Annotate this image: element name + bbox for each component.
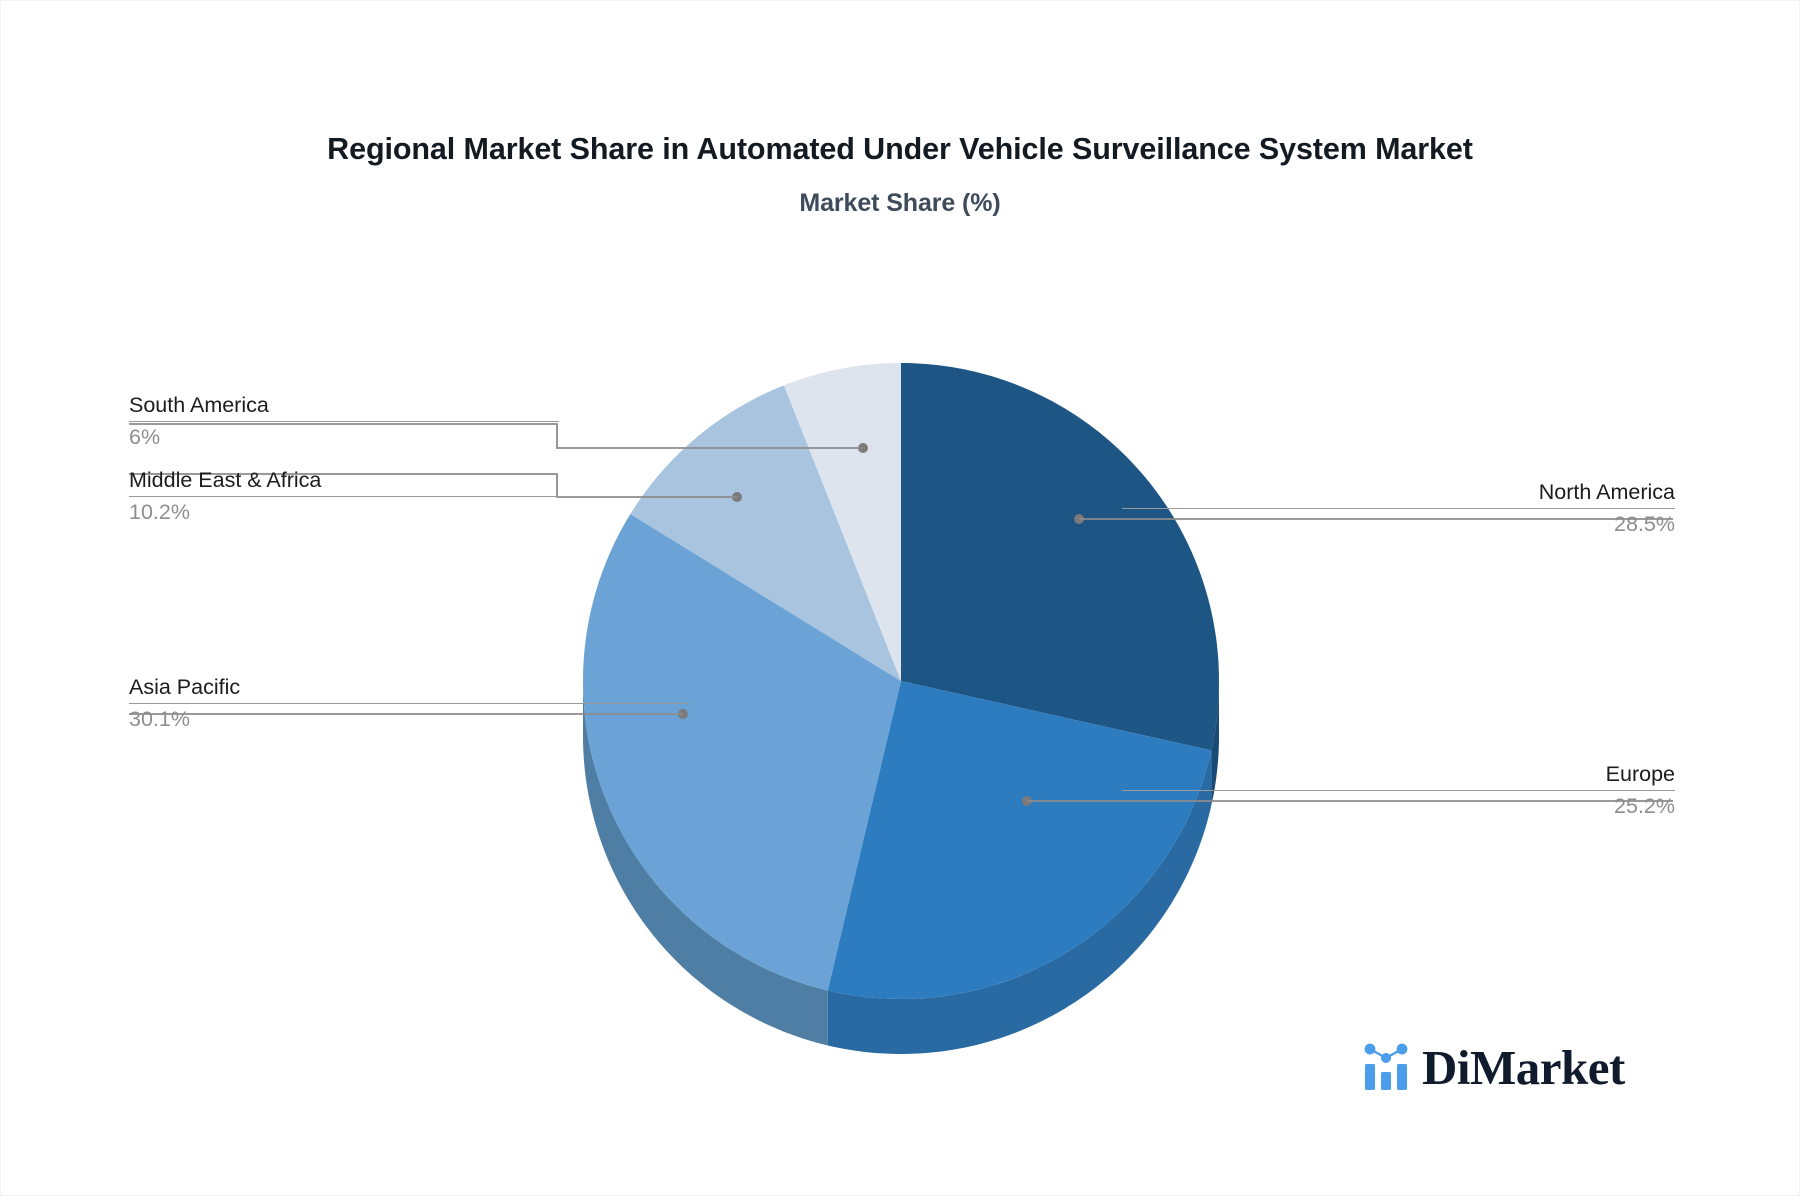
callout-label-asia-pacific: Asia Pacific bbox=[129, 675, 241, 699]
leader-dot-north-america bbox=[1074, 514, 1084, 524]
callout-middle-east-africa: Middle East & Africa 10.2% bbox=[129, 467, 559, 525]
pie-slice-europe bbox=[827, 681, 1212, 999]
leader-dot-south-america bbox=[858, 443, 868, 453]
pie-slice-north-america bbox=[901, 363, 1219, 751]
callout-south-america: South America 6% bbox=[129, 392, 559, 450]
dimarket-logo: DiMarket bbox=[1363, 1042, 1625, 1092]
logo-text: DiMarket bbox=[1422, 1039, 1625, 1095]
callout-label-middle-east-africa: Middle East & Africa bbox=[129, 468, 322, 492]
callout-rule bbox=[129, 421, 559, 422]
leader-dot-europe bbox=[1022, 796, 1032, 806]
callout-value-south-america: 6% bbox=[129, 425, 161, 449]
callout-label-south-america: South America bbox=[129, 393, 269, 417]
pie-depth-walls bbox=[583, 681, 1219, 1054]
callout-value-europe: 25.2% bbox=[1614, 794, 1675, 818]
pie-slice-middle-east-africa bbox=[630, 385, 901, 681]
callout-north-america: North America 28.5% bbox=[1122, 479, 1675, 537]
pie-slice-side-asia-pacific bbox=[583, 681, 828, 1046]
pie-slice-asia-pacific bbox=[583, 513, 901, 991]
pie-slice-south-america bbox=[783, 363, 901, 681]
callout-rule bbox=[129, 496, 559, 497]
callout-rule bbox=[1122, 790, 1675, 791]
bar-chart-icon bbox=[1364, 1043, 1408, 1090]
callout-label-north-america: North America bbox=[1538, 480, 1675, 504]
leader-dot-middle-east-africa bbox=[732, 492, 742, 502]
callout-value-middle-east-africa: 10.2% bbox=[129, 500, 190, 524]
chart-subtitle: Market Share (%) bbox=[799, 189, 1001, 217]
callout-value-north-america: 28.5% bbox=[1614, 512, 1675, 536]
chart-title: Regional Market Share in Automated Under… bbox=[327, 132, 1473, 166]
callout-rule bbox=[1122, 508, 1675, 509]
callout-europe: Europe 25.2% bbox=[1122, 761, 1675, 819]
callout-label-europe: Europe bbox=[1605, 762, 1675, 786]
callout-asia-pacific: Asia Pacific 30.1% bbox=[129, 674, 689, 732]
callout-value-asia-pacific: 30.1% bbox=[129, 707, 190, 731]
callout-rule bbox=[129, 703, 689, 704]
